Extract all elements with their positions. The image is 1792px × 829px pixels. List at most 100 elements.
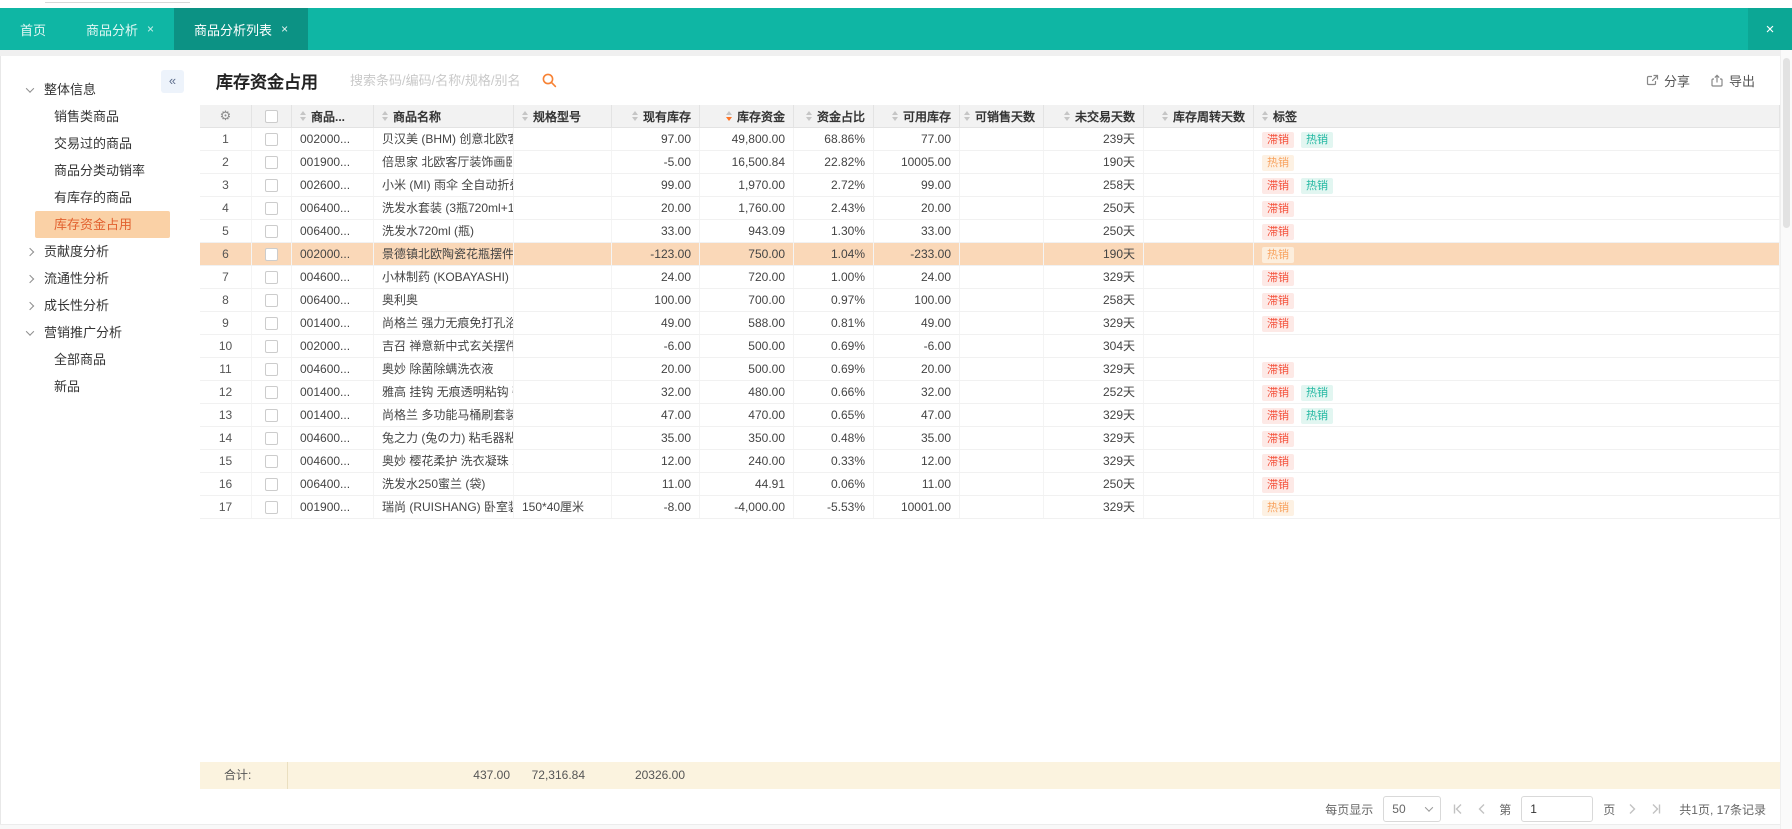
- column-可销售天数[interactable]: 可销售天数: [960, 105, 1044, 127]
- search-icon[interactable]: [541, 72, 558, 89]
- cell-no_trade_days: 250天: [1044, 220, 1144, 242]
- row-checkbox[interactable]: [265, 179, 278, 193]
- cell-tags: 滞销: [1254, 266, 1780, 288]
- cell-stock: 24.00: [612, 266, 700, 288]
- sidebar-item-销售类商品[interactable]: 销售类商品: [1, 103, 200, 130]
- cell-ratio: 0.65%: [794, 404, 874, 426]
- row-checkbox[interactable]: [265, 202, 278, 216]
- row-checkbox[interactable]: [265, 317, 278, 331]
- sidebar-item-库存资金占用[interactable]: 库存资金占用: [35, 211, 170, 238]
- cell-num: 11: [200, 358, 252, 380]
- next-page-button[interactable]: [1625, 802, 1639, 816]
- column-可用库存[interactable]: 可用库存: [874, 105, 960, 127]
- row-checkbox[interactable]: [265, 432, 278, 446]
- sidebar-item-营销推广分析[interactable]: 营销推广分析: [1, 319, 200, 346]
- row-checkbox[interactable]: [265, 271, 278, 285]
- top-strip: [0, 0, 1792, 8]
- cell-name: 洗发水720ml (瓶): [374, 220, 514, 242]
- vertical-scrollbar[interactable]: [1780, 50, 1792, 829]
- search-input[interactable]: [350, 73, 535, 88]
- sidebar-item-整体信息[interactable]: 整体信息: [1, 76, 200, 103]
- cell-checkbox: [252, 220, 292, 242]
- cell-sell_days: [960, 197, 1044, 219]
- cell-no_trade_days: 190天: [1044, 243, 1144, 265]
- column-checkbox: [252, 105, 292, 127]
- sort-icon: [1063, 111, 1070, 121]
- column-库存资金[interactable]: 库存资金: [700, 105, 794, 127]
- cell-ratio: 0.33%: [794, 450, 874, 472]
- cell-checkbox: [252, 427, 292, 449]
- row-checkbox[interactable]: [265, 455, 278, 469]
- cell-checkbox: [252, 358, 292, 380]
- sidebar-collapse-button[interactable]: «: [161, 70, 184, 93]
- sidebar-item-全部商品[interactable]: 全部商品: [1, 346, 200, 373]
- column-现有库存[interactable]: 现有库存: [612, 105, 700, 127]
- row-checkbox[interactable]: [265, 478, 278, 492]
- sidebar-item-贡献度分析[interactable]: 贡献度分析: [1, 238, 200, 265]
- last-page-button[interactable]: [1649, 802, 1663, 816]
- cell-no_trade_days: 329天: [1044, 496, 1144, 518]
- sidebar-item-成长性分析[interactable]: 成长性分析: [1, 292, 200, 319]
- gear-icon[interactable]: ⚙: [219, 108, 232, 123]
- tab-label: 首页: [20, 22, 47, 38]
- column-库存周转天数[interactable]: 库存周转天数: [1144, 105, 1254, 127]
- cell-fund: 44.91: [700, 473, 794, 495]
- cell-num: 3: [200, 174, 252, 196]
- row-checkbox[interactable]: [265, 294, 278, 308]
- export-button[interactable]: 导出: [1710, 71, 1755, 90]
- column-未交易天数[interactable]: 未交易天数: [1044, 105, 1144, 127]
- column-规格型号[interactable]: 规格型号: [514, 105, 612, 127]
- cell-avail: -6.00: [874, 335, 960, 357]
- tab-close-icon[interactable]: ×: [281, 22, 289, 36]
- tag-stale: 滞销: [1262, 384, 1294, 401]
- row-checkbox[interactable]: [265, 225, 278, 239]
- sidebar-item-新品[interactable]: 新品: [1, 373, 200, 400]
- sidebar-item-交易过的商品[interactable]: 交易过的商品: [1, 130, 200, 157]
- tag-stale: 滞销: [1262, 223, 1294, 240]
- tag-hot: 热销: [1301, 384, 1333, 401]
- tab-商品分析列表[interactable]: 商品分析列表 ×: [174, 8, 309, 50]
- sidebar-item-流通性分析[interactable]: 流通性分析: [1, 265, 200, 292]
- table-row: 2 001900...倍思家 北欧客厅装饰画卧室 -5.0016,500.8422.…: [200, 151, 1780, 174]
- cell-turnover_days: [1144, 427, 1254, 449]
- tab-商品分析[interactable]: 商品分析 ×: [66, 8, 174, 50]
- column-商品名称[interactable]: 商品名称: [374, 105, 514, 127]
- cell-sell_days: [960, 243, 1044, 265]
- tab-首页[interactable]: 首页: [0, 8, 66, 50]
- page-size-select[interactable]: 50: [1383, 796, 1442, 822]
- cell-ratio: 68.86%: [794, 128, 874, 150]
- share-button[interactable]: 分享: [1645, 71, 1690, 90]
- row-checkbox[interactable]: [265, 386, 278, 400]
- cell-ratio: 0.66%: [794, 381, 874, 403]
- select-all-checkbox[interactable]: [265, 109, 278, 123]
- cell-turnover_days: [1144, 243, 1254, 265]
- row-checkbox[interactable]: [265, 363, 278, 377]
- window-close-button[interactable]: ×: [1748, 8, 1792, 50]
- column-资金占比[interactable]: 资金占比: [794, 105, 874, 127]
- cell-avail: 20.00: [874, 197, 960, 219]
- cell-code: 001900...: [292, 151, 374, 173]
- row-checkbox[interactable]: [265, 248, 278, 262]
- row-checkbox[interactable]: [265, 501, 278, 515]
- cell-stock: 20.00: [612, 358, 700, 380]
- tab-close-icon[interactable]: ×: [147, 22, 155, 36]
- row-checkbox[interactable]: [265, 409, 278, 423]
- records-total: 共1页, 17条记录: [1679, 802, 1766, 817]
- row-checkbox[interactable]: [265, 340, 278, 354]
- scrollbar-thumb[interactable]: [1783, 58, 1790, 228]
- prev-page-button[interactable]: [1475, 802, 1489, 816]
- column-标签[interactable]: 标签: [1254, 105, 1780, 127]
- first-page-button[interactable]: [1451, 802, 1465, 816]
- sidebar-item-有库存的商品[interactable]: 有库存的商品: [1, 184, 200, 211]
- cell-ratio: 1.00%: [794, 266, 874, 288]
- sidebar-item-商品分类动销率[interactable]: 商品分类动销率: [1, 157, 200, 184]
- row-checkbox[interactable]: [265, 133, 278, 147]
- page-number-input[interactable]: [1521, 796, 1594, 822]
- column-商品...[interactable]: 商品...: [292, 105, 374, 127]
- cell-num: 7: [200, 266, 252, 288]
- row-checkbox[interactable]: [265, 156, 278, 170]
- cell-no_trade_days: 304天: [1044, 335, 1144, 357]
- chevron-down-icon: [1425, 803, 1434, 812]
- cell-stock: 11.00: [612, 473, 700, 495]
